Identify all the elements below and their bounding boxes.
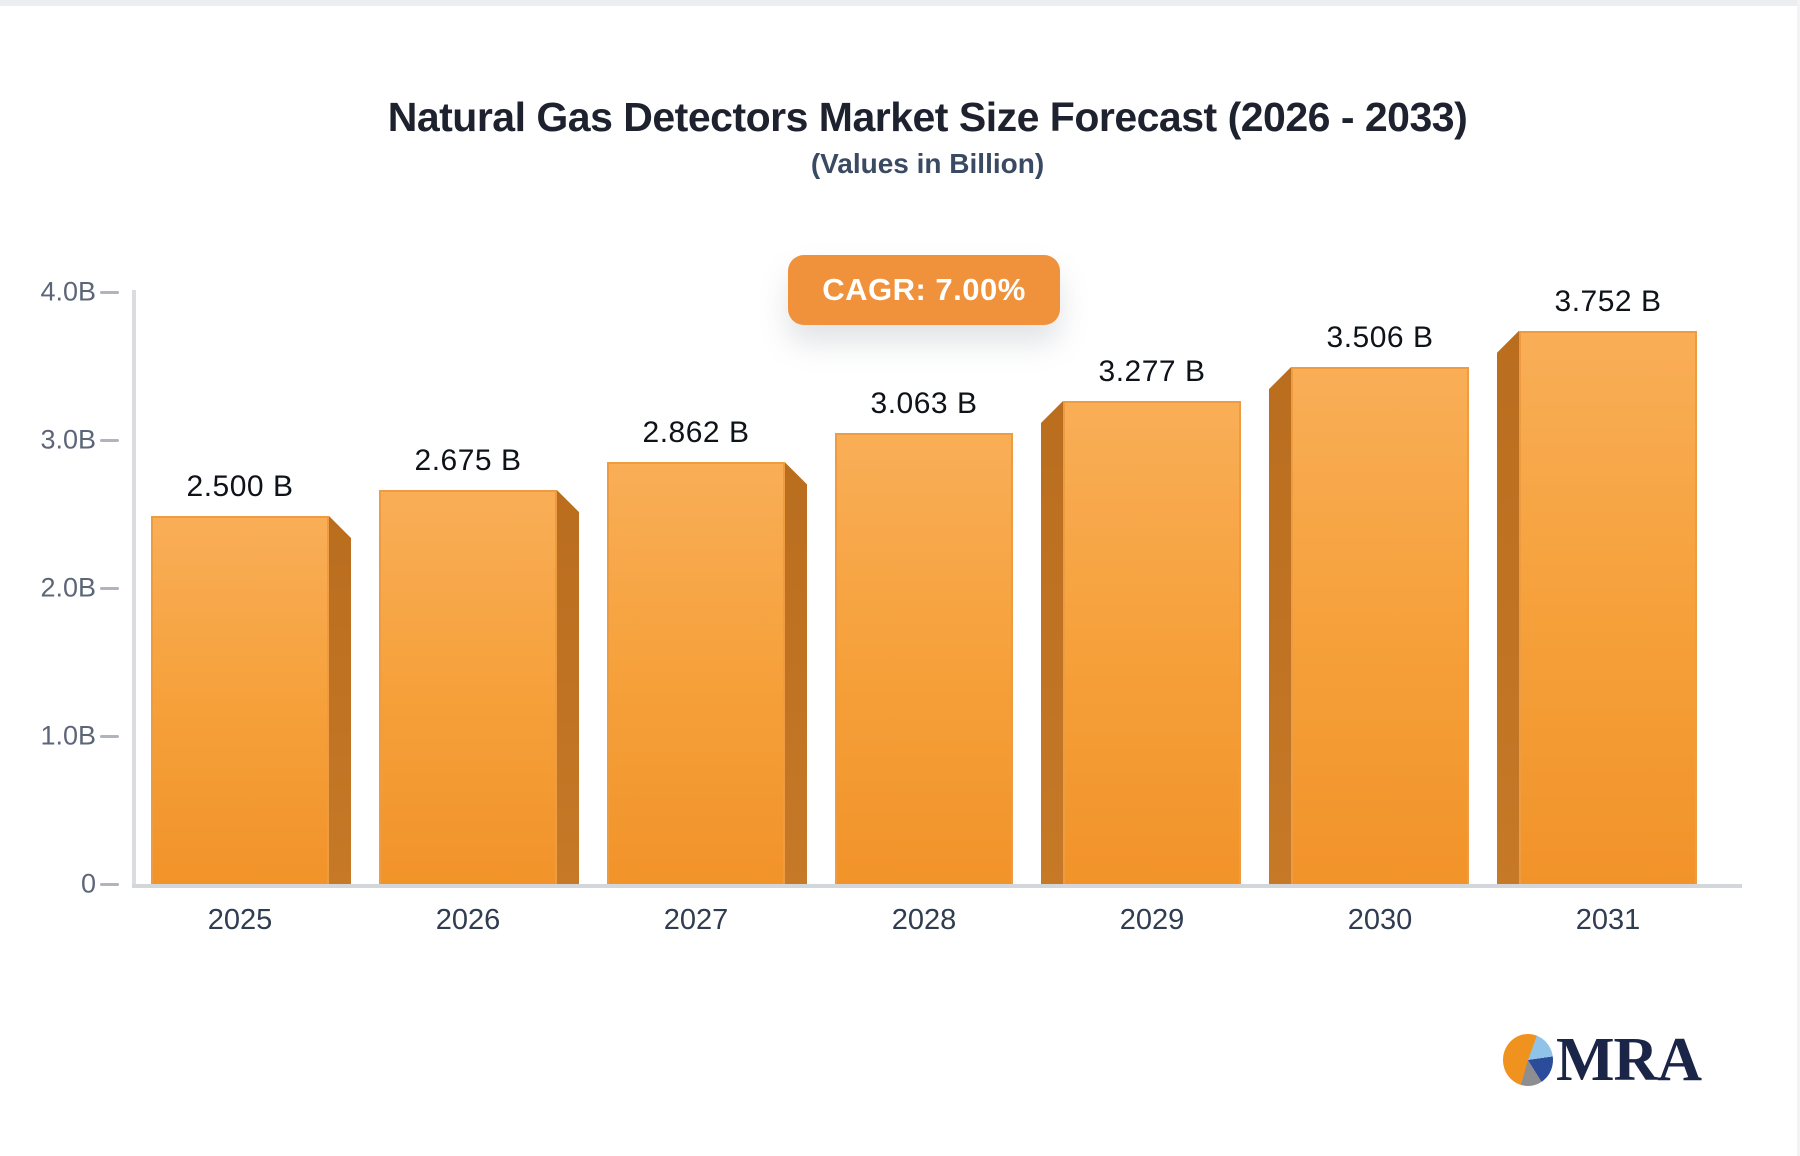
y-axis-label: 0: [80, 868, 96, 899]
bar-2027: [607, 462, 785, 886]
x-axis-label-2025: 2025: [207, 904, 273, 936]
x-axis-line: [132, 884, 1742, 888]
cagr-badge: CAGR: 7.00%: [788, 255, 1060, 325]
bar-side-2027: [785, 462, 807, 886]
bar-2029: [1063, 401, 1241, 886]
chart-subtitle: (Values in Billion): [810, 148, 1045, 179]
y-axis-label: 1.0B: [40, 720, 96, 751]
y-axis-label: 4.0B: [40, 276, 96, 307]
x-axis-label-2028: 2028: [891, 904, 957, 936]
page-top-border: [0, 0, 1800, 6]
y-axis-label: 2.0B: [40, 572, 96, 603]
mra-logo: MRA: [1503, 1026, 1702, 1094]
x-axis-label-2027: 2027: [663, 904, 729, 936]
bar-side-2031: [1497, 330, 1519, 886]
pie-chart-logo-icon: [1503, 1034, 1553, 1086]
x-axis-label-2026: 2026: [435, 904, 501, 936]
bar-side-2025: [329, 516, 351, 886]
bar-value-label-2027: 2.862 B: [642, 416, 750, 450]
bar-2025: [151, 516, 329, 886]
y-axis-tick: [100, 438, 119, 442]
x-axis-label-2029: 2029: [1119, 904, 1185, 936]
bar-value-label-2029: 3.277 B: [1098, 355, 1206, 388]
bar-value-label-2030: 3.506 B: [1326, 321, 1434, 355]
bar-side-2030: [1269, 367, 1291, 886]
bar-2030: [1291, 367, 1469, 886]
page-right-border: [1797, 0, 1800, 1156]
y-axis-tick: [100, 586, 119, 590]
y-axis-line: [132, 290, 136, 886]
bar-side-2029: [1041, 401, 1063, 886]
y-axis-tick: [100, 882, 119, 886]
bar-2031: [1519, 330, 1697, 886]
bar-value-label-2028: 3.063 B: [870, 386, 978, 420]
y-axis-tick: [100, 290, 119, 294]
chart-title: Natural Gas Detectors Market Size Foreca…: [387, 94, 1468, 140]
y-axis-label: 3.0B: [40, 424, 96, 455]
bar-2028: [835, 432, 1013, 886]
y-axis-tick: [100, 734, 119, 738]
x-axis-label-2030: 2030: [1347, 904, 1413, 936]
logo-text: MRA: [1556, 1026, 1702, 1094]
bar-value-label-2026: 2.675 B: [414, 444, 522, 478]
bar-2026: [379, 490, 557, 886]
x-axis-label-2031: 2031: [1575, 904, 1641, 936]
bar-value-label-2031: 3.752 B: [1554, 284, 1662, 318]
bar-side-2026: [557, 490, 579, 886]
bar-value-label-2025: 2.500 B: [186, 470, 294, 503]
